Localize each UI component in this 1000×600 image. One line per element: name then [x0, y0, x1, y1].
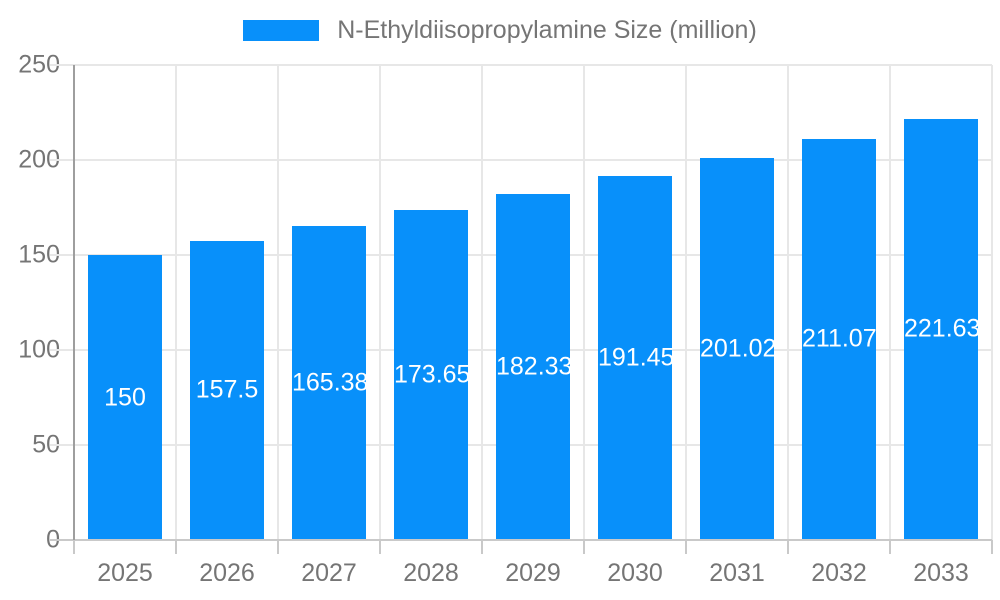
x-axis-tick	[175, 540, 177, 554]
bar-value-label: 173.65	[394, 360, 471, 389]
v-gridline	[685, 65, 687, 540]
bar-2027: 165.38	[292, 225, 369, 540]
v-gridline	[889, 65, 891, 540]
v-gridline	[277, 65, 279, 540]
plot-area: 150 157.5 165.38 173.65 182.33 191.45 201.02 21…	[18, 51, 993, 587]
bar-2029: 182.33	[496, 193, 573, 540]
legend-label[interactable]: N-Ethyldiisopropylamine Size (million)	[337, 16, 757, 44]
bar-value-label: 191.45	[598, 343, 675, 372]
bar-2025: 150	[88, 255, 162, 540]
x-axis-tick	[379, 540, 381, 554]
x-tick-label: 2031	[709, 559, 765, 587]
x-axis-line	[50, 539, 992, 541]
x-axis-tick	[787, 540, 789, 554]
v-gridline	[991, 65, 993, 540]
h-gridline	[50, 159, 992, 161]
chart-legend[interactable]: N-Ethyldiisopropylamine Size (million)	[0, 16, 1000, 45]
bar-2031: 201.02	[700, 158, 777, 540]
x-axis-tick	[583, 540, 585, 554]
bar-value-label: 211.07	[802, 324, 877, 353]
bar-value-label: 221.63	[904, 314, 981, 343]
v-gridline	[175, 65, 177, 540]
v-gridline	[787, 65, 789, 540]
y-axis-line	[73, 65, 75, 540]
bar-2026: 157.5	[190, 240, 264, 540]
v-gridline	[583, 65, 585, 540]
x-axis-tick	[481, 540, 483, 554]
bar-2028: 173.65	[394, 210, 471, 540]
x-tick-label: 2025	[97, 559, 153, 587]
x-tick-label: 2026	[199, 559, 255, 587]
bar-value-label: 182.33	[496, 352, 573, 381]
bar-value-label: 157.5	[195, 375, 259, 404]
x-axis-tick	[991, 540, 993, 554]
v-gridline	[379, 65, 381, 540]
x-axis-tick	[685, 540, 687, 554]
bar-value-label: 165.38	[292, 368, 369, 397]
x-axis-tick	[889, 540, 891, 554]
h-gridline	[50, 64, 992, 66]
bar-value-label: 201.02	[700, 334, 777, 363]
v-gridline	[481, 65, 483, 540]
legend-swatch[interactable]	[243, 20, 320, 41]
x-tick-label: 2032	[811, 559, 867, 587]
x-tick-label: 2029	[505, 559, 561, 587]
x-tick-label: 2033	[913, 559, 969, 587]
bar-2030: 191.45	[598, 176, 675, 540]
x-tick-label: 2028	[403, 559, 459, 587]
bar-value-label: 150	[104, 383, 146, 411]
x-tick-label: 2030	[607, 559, 663, 587]
bar-2032: 211.07	[802, 138, 877, 540]
x-tick-label: 2027	[301, 559, 357, 587]
x-axis-tick	[277, 540, 279, 554]
bar-2033: 221.63	[904, 118, 981, 540]
x-axis-tick	[73, 540, 75, 554]
